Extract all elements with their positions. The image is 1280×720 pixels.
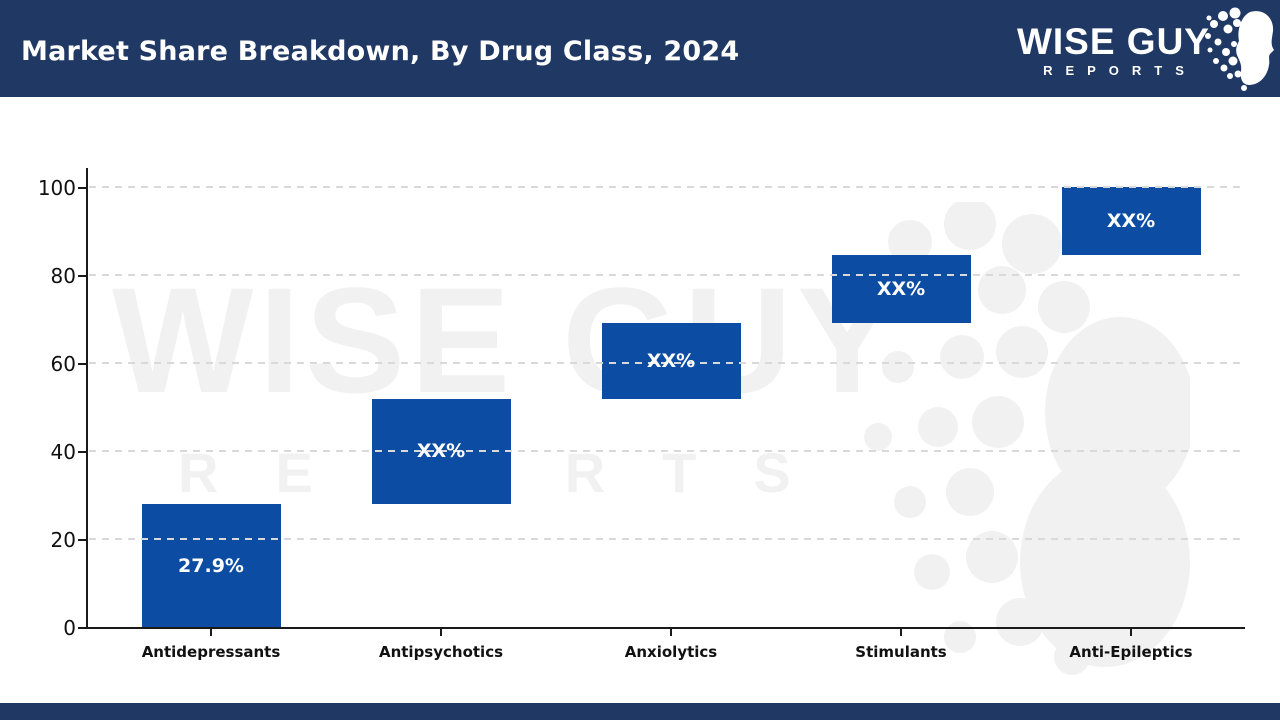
- x-category-label: Antipsychotics: [378, 643, 504, 661]
- y-axis-line: [86, 168, 88, 629]
- bar-value-label: XX%: [1106, 209, 1156, 232]
- x-category-label: Anti-Epileptics: [1069, 643, 1193, 661]
- head-profile-dots-icon: [1205, 7, 1274, 91]
- watermark-subtitle: REPORTS: [178, 441, 848, 504]
- bar-stimulants: [831, 254, 971, 323]
- y-tick-label: 20: [50, 528, 76, 552]
- logo-wordmark: WISE GUY: [1016, 21, 1210, 62]
- page-title: Market Share Breakdown, By Drug Class, 2…: [21, 36, 740, 67]
- bar-value-label: XX%: [416, 440, 466, 463]
- bar-anti-epileptics: [1061, 187, 1201, 255]
- x-tick-mark: [900, 629, 902, 636]
- bar-value-label: XX%: [876, 277, 926, 300]
- chart-area: WISE GUY REPORTS 0 20 40 60 80 100 27.9% Antide…: [0, 97, 1280, 703]
- gridline-y100: [89, 186, 1245, 188]
- wise-guy-reports-logo: WISE GUY REPORTS: [1017, 6, 1280, 94]
- x-category-label: Stimulants: [855, 643, 947, 661]
- gridline-y80: [89, 274, 1245, 276]
- gridline-y60: [89, 362, 1245, 364]
- x-tick-mark: [1130, 629, 1132, 636]
- y-tick-label: 0: [63, 616, 76, 640]
- x-category-label: Anxiolytics: [624, 643, 718, 661]
- gridline-y40: [89, 450, 1245, 452]
- x-axis-line: [86, 627, 1245, 629]
- y-tick-mark: [78, 275, 86, 277]
- bar-antidepressants: [141, 504, 281, 627]
- gridline-y20: [89, 538, 1245, 540]
- watermark-wordmark: WISE GUY: [112, 256, 903, 424]
- x-tick-mark: [440, 629, 442, 636]
- footer-bar: [0, 703, 1280, 720]
- y-tick-mark: [78, 627, 86, 629]
- bar-anxiolytics: [601, 322, 741, 399]
- x-tick-mark: [210, 629, 212, 636]
- header-bar: Market Share Breakdown, By Drug Class, 2…: [0, 0, 1280, 98]
- logo-subtitle: REPORTS: [1043, 63, 1197, 78]
- y-tick-mark: [78, 451, 86, 453]
- y-tick-label: 80: [50, 264, 76, 288]
- y-tick-label: 100: [37, 176, 76, 200]
- bar-value-label: 27.9%: [178, 554, 244, 577]
- x-category-label: Antidepressants: [141, 643, 281, 661]
- logo-text: WISE GUY REPORTS: [1017, 23, 1210, 77]
- y-tick-mark: [78, 363, 86, 365]
- y-tick-label: 40: [50, 440, 76, 464]
- y-tick-mark: [78, 187, 86, 189]
- y-tick-label: 60: [50, 352, 76, 376]
- bar-value-label: XX%: [646, 349, 696, 372]
- x-tick-mark: [670, 629, 672, 636]
- y-tick-mark: [78, 539, 86, 541]
